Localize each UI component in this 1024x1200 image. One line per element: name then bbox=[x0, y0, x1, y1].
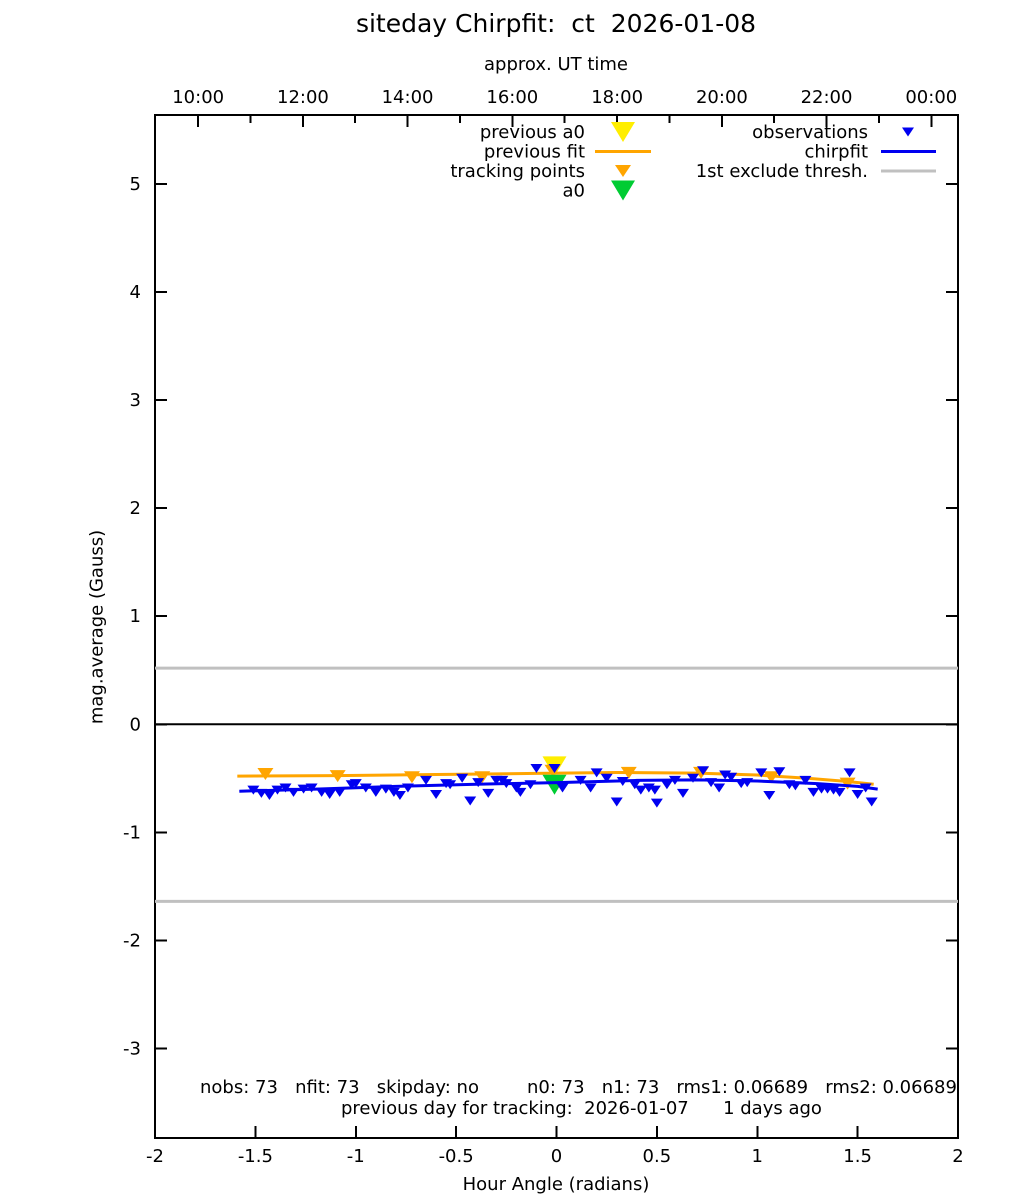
series-chirpfit bbox=[239, 778, 878, 793]
axes: -3 -2 -1 0 1 2 3 4 5 -2 -1.5 -1 -0.5 0 0.5 1 1.5 2 10:00 12… bbox=[123, 87, 964, 1167]
x-axis-title: Hour Angle (radians) bbox=[462, 1174, 650, 1195]
series-a0 bbox=[542, 774, 567, 795]
tick-label: 0 bbox=[130, 714, 141, 735]
tick-label: 0 bbox=[551, 1146, 562, 1167]
tick-label: 16:00 bbox=[486, 87, 538, 108]
tracking-day-line: previous day for tracking: 2026-01-07 1 … bbox=[341, 1098, 822, 1119]
tick-label: chirpfit bbox=[804, 142, 868, 163]
tick-label: 4 bbox=[130, 282, 141, 303]
tick-label: 14:00 bbox=[382, 87, 434, 108]
tick-label: 10:00 bbox=[172, 87, 224, 108]
tick-label: 20:00 bbox=[696, 87, 748, 108]
series-tracking-points bbox=[257, 764, 856, 790]
tick-label: a0 bbox=[563, 181, 585, 202]
tick-label: 0.5 bbox=[643, 1146, 672, 1167]
tick-label: -3 bbox=[123, 1038, 141, 1059]
tick-label: -0.5 bbox=[439, 1146, 474, 1167]
y-axis-title: mag.average (Gauss) bbox=[86, 529, 108, 725]
tick-label: 2 bbox=[130, 498, 141, 519]
tick-label: -1.5 bbox=[238, 1146, 273, 1167]
stats-line-left: nobs: 73 nfit: 73 skipday: no bbox=[200, 1077, 479, 1098]
series-1st-exclude-thresh- bbox=[155, 666, 958, 903]
tick-label: 5 bbox=[130, 174, 141, 195]
tick-label: 22:00 bbox=[801, 87, 853, 108]
tick-label: tracking points bbox=[450, 161, 585, 182]
tick-label: previous a0 bbox=[480, 122, 585, 143]
tick-label: -2 bbox=[123, 930, 141, 951]
tick-label: -2 bbox=[146, 1146, 164, 1167]
tick-label: observations bbox=[752, 122, 868, 143]
tick-label: -1 bbox=[347, 1146, 365, 1167]
tick-label: 12:00 bbox=[277, 87, 329, 108]
tick-label: 3 bbox=[130, 390, 141, 411]
tick-label: 2 bbox=[952, 1146, 963, 1167]
top-axis-title: approx. UT time bbox=[484, 54, 628, 75]
tick-label: -1 bbox=[123, 822, 141, 843]
tick-label: 1.5 bbox=[843, 1146, 872, 1167]
tick-label: 1 bbox=[752, 1146, 763, 1167]
stats-line-right: n0: 73 n1: 73 rms1: 0.06689 rms2: 0.0668… bbox=[527, 1077, 957, 1098]
tick-label: 1 bbox=[130, 606, 141, 627]
chart-title: siteday Chirpfit: ct 2026-01-08 bbox=[355, 9, 757, 38]
series-previous-fit bbox=[237, 771, 874, 786]
tick-label: 00:00 bbox=[905, 87, 957, 108]
tick-label: 18:00 bbox=[591, 87, 643, 108]
tick-label: previous fit bbox=[484, 142, 585, 163]
tick-label: 1st exclude thresh. bbox=[696, 161, 868, 182]
